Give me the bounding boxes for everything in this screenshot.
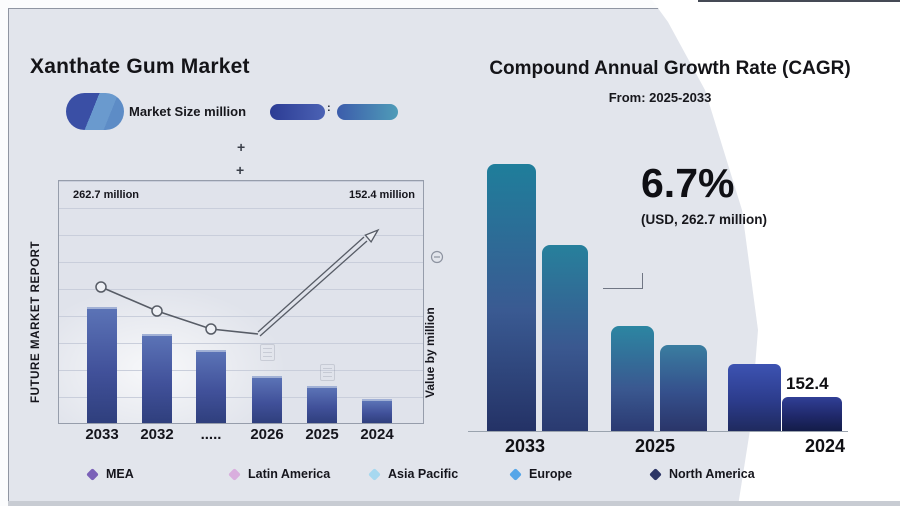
growth-arrow-icon (257, 228, 380, 337)
bottom-edge-shadow (8, 501, 900, 506)
bar-2026 (252, 376, 282, 423)
line-marker (95, 281, 107, 293)
cagr-value: 6.7% (641, 160, 735, 206)
circle-minus-icon (430, 250, 444, 264)
cagr-bar-2024-a (728, 364, 781, 431)
left-chart-y-axis-label: FUTURE MARKET REPORT (30, 240, 42, 404)
legend-item-asia-pacific: Asia Pacific (368, 467, 459, 481)
cagr-bar-2025-a (611, 326, 654, 431)
legend-item-north-america: North America (649, 467, 755, 481)
legend-diamond-icon (509, 467, 522, 481)
bar-2032 (142, 334, 172, 423)
legend-label: Asia Pacific (388, 467, 459, 481)
legend-label: Latin America (248, 467, 331, 481)
cagr-bar-2024-b (782, 397, 842, 431)
ratio-separator: : (327, 102, 331, 114)
cagr-subtitle: From: 2025-2033 (608, 90, 712, 105)
cagr-bar-2033-b (542, 245, 588, 431)
x-tick-label: 2025 (305, 426, 339, 443)
ghost-document-icon (260, 344, 275, 361)
x-tick-label: 2033 (85, 426, 119, 443)
ratio-pill-left-icon (270, 104, 325, 120)
annotation-2033-value: 262.7 million (73, 189, 140, 201)
x-tick-label: 2025 (634, 436, 676, 456)
legend-label: MEA (106, 467, 134, 481)
corner-bracket-decoration (603, 273, 643, 289)
chart-gridlines (59, 181, 423, 423)
legend-item-europe: Europe (509, 467, 573, 481)
market-size-label: Market Size million (129, 104, 247, 119)
legend-diamond-icon (228, 467, 241, 481)
cagr-detail: (USD, 262.7 million) (641, 212, 768, 227)
plus-mark: + (237, 139, 246, 155)
legend-item-mea: MEA (86, 467, 134, 481)
bar-2024 (362, 399, 392, 423)
line-marker (205, 323, 217, 335)
top-edge-line (698, 0, 900, 2)
bar-2025 (307, 386, 337, 423)
x-tick-label: 2024 (804, 436, 846, 456)
trend-line-overlay (95, 228, 380, 337)
cagr-title: Compound Annual Growth Rate (CAGR) (489, 58, 851, 79)
line-marker (151, 305, 163, 317)
cylinder-icon (66, 93, 124, 130)
cagr-bar-2025-b (660, 345, 707, 431)
bar-dots (196, 350, 226, 423)
x-tick-label: 2032 (140, 426, 174, 443)
legend-label: North America (669, 467, 755, 481)
bar-value-annotation: 152.4 (786, 374, 829, 393)
ratio-pill-right-icon (337, 104, 398, 120)
plus-mark: + (236, 162, 245, 178)
legend-diamond-icon (368, 467, 381, 481)
x-tick-label: 2026 (250, 426, 284, 443)
cagr-bar-2033-a (487, 164, 536, 431)
market-size-chart: 262.7 million 152.4 million (58, 180, 424, 424)
annotation-2024-value: 152.4 million (348, 189, 415, 201)
left-chart-x-axis: 2033 2032 ..... 2026 2025 2024 (58, 426, 422, 446)
right-chart-axis-line (468, 431, 848, 432)
bar-2033 (87, 307, 117, 423)
x-tick-label: 2033 (504, 436, 546, 456)
legend-diamond-icon (649, 467, 662, 481)
x-tick-label: 2024 (360, 426, 394, 443)
trend-line (100, 286, 259, 335)
legend-item-latin-america: Latin America (228, 467, 331, 481)
right-chart-y-axis-label: Value by million (423, 307, 437, 399)
trend-line-markers (95, 281, 217, 335)
page-title: Xanthate Gum Market (30, 55, 250, 78)
ghost-document-icon (320, 364, 335, 381)
x-tick-label: ..... (200, 426, 222, 443)
legend-label: Europe (529, 467, 573, 481)
legend-diamond-icon (86, 467, 99, 481)
